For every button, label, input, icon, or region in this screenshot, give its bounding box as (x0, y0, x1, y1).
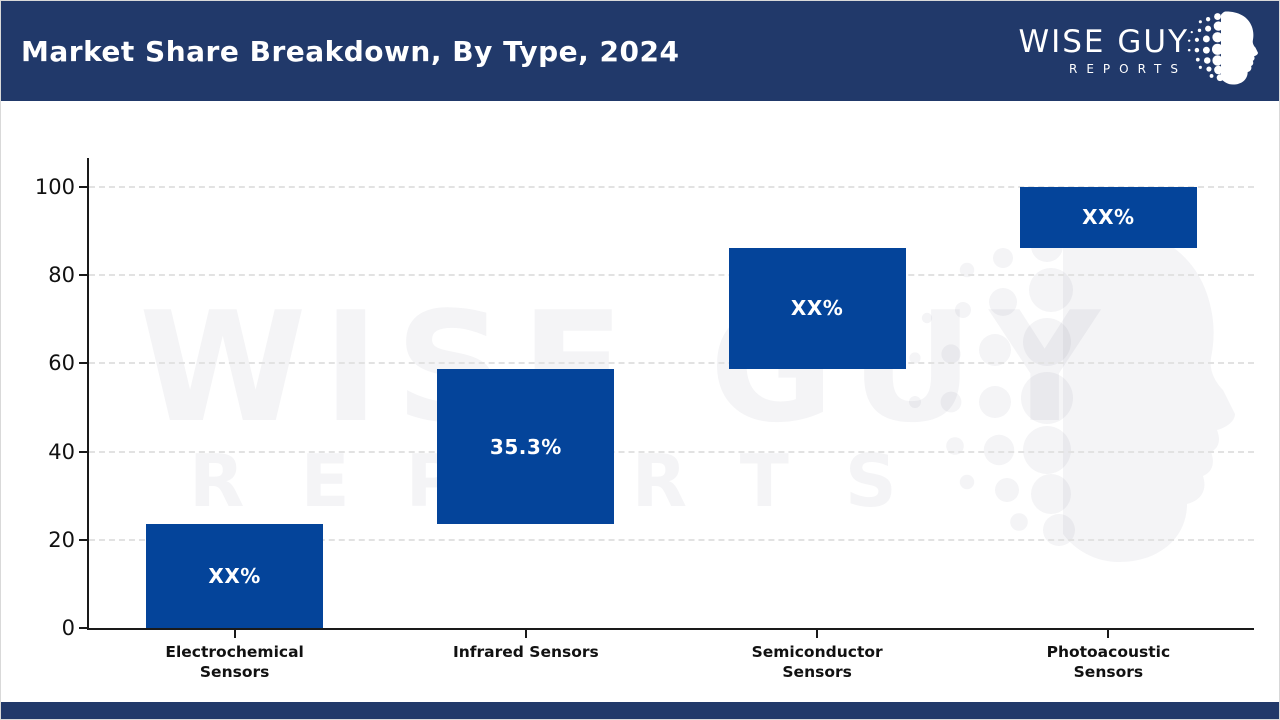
y-tick-20 (79, 538, 88, 541)
logo-text: WISE GUY REPORTS (1018, 23, 1189, 76)
y-tick-label-40: 40 (48, 439, 75, 464)
bar-value-label: XX% (208, 564, 261, 589)
x-category-label-line: Sensors (199, 663, 270, 681)
x-category-label-line: Sensors (782, 663, 852, 681)
page-title: Market Share Breakdown, By Type, 2024 (21, 34, 680, 68)
bar-segment: XX% (146, 524, 324, 628)
y-tick-80 (79, 274, 88, 277)
bar-value-label: XX% (790, 296, 844, 321)
wise-guy-logo: WISE GUY REPORTS (1018, 8, 1267, 94)
header-band: Market Share Breakdown, By Type, 2024 WI… (1, 1, 1279, 101)
logo-subtitle: REPORTS (1068, 61, 1187, 76)
gridline-80 (89, 274, 1254, 277)
x-category-label: Infrared Sensors (406, 642, 646, 662)
bar-value-label: XX% (1082, 205, 1135, 230)
x-category-label-line: Semiconductor (751, 643, 883, 661)
x-category-label: Electrochemical Sensors (115, 642, 355, 682)
watermark-wordmark: WISE GUY (139, 279, 1116, 456)
gridline-100 (89, 186, 1254, 188)
x-tick (524, 630, 527, 638)
x-axis-line (87, 628, 1254, 630)
y-tick-60 (79, 362, 88, 365)
gridline-40 (89, 450, 1254, 453)
bar-segment: XX% (728, 247, 906, 369)
footer-band (1, 702, 1279, 719)
bar-segment: 35.3% (437, 368, 615, 525)
bar-segment: XX% (1019, 187, 1197, 248)
y-tick-label-20: 20 (48, 527, 75, 552)
y-tick-label-80: 80 (48, 263, 75, 288)
x-tick (233, 630, 236, 638)
y-tick-100 (79, 186, 88, 188)
gridline-20 (89, 538, 1254, 541)
x-category-label-line: Sensors (1073, 663, 1144, 681)
x-category-label-line: Photoacoustic (1046, 643, 1171, 661)
y-tick-0 (79, 627, 88, 629)
x-category-label: Photoacoustic Sensors (988, 642, 1228, 682)
x-tick (816, 630, 819, 638)
y-tick-40 (79, 450, 88, 453)
x-tick (1107, 630, 1110, 638)
y-axis-line (87, 158, 89, 630)
bar-value-label: 35.3% (489, 434, 562, 459)
logo-wordmark: WISE GUY (1018, 23, 1189, 60)
y-tick-label-0: 0 (61, 616, 75, 640)
y-tick-label-60: 60 (48, 351, 75, 376)
y-tick-label-100: 100 (34, 175, 75, 199)
gridline-60 (89, 362, 1254, 365)
x-category-label: Semiconductor Sensors (697, 642, 937, 682)
x-category-label-line: Electrochemical (165, 643, 304, 661)
x-category-label-line: Infrared Sensors (452, 643, 599, 661)
